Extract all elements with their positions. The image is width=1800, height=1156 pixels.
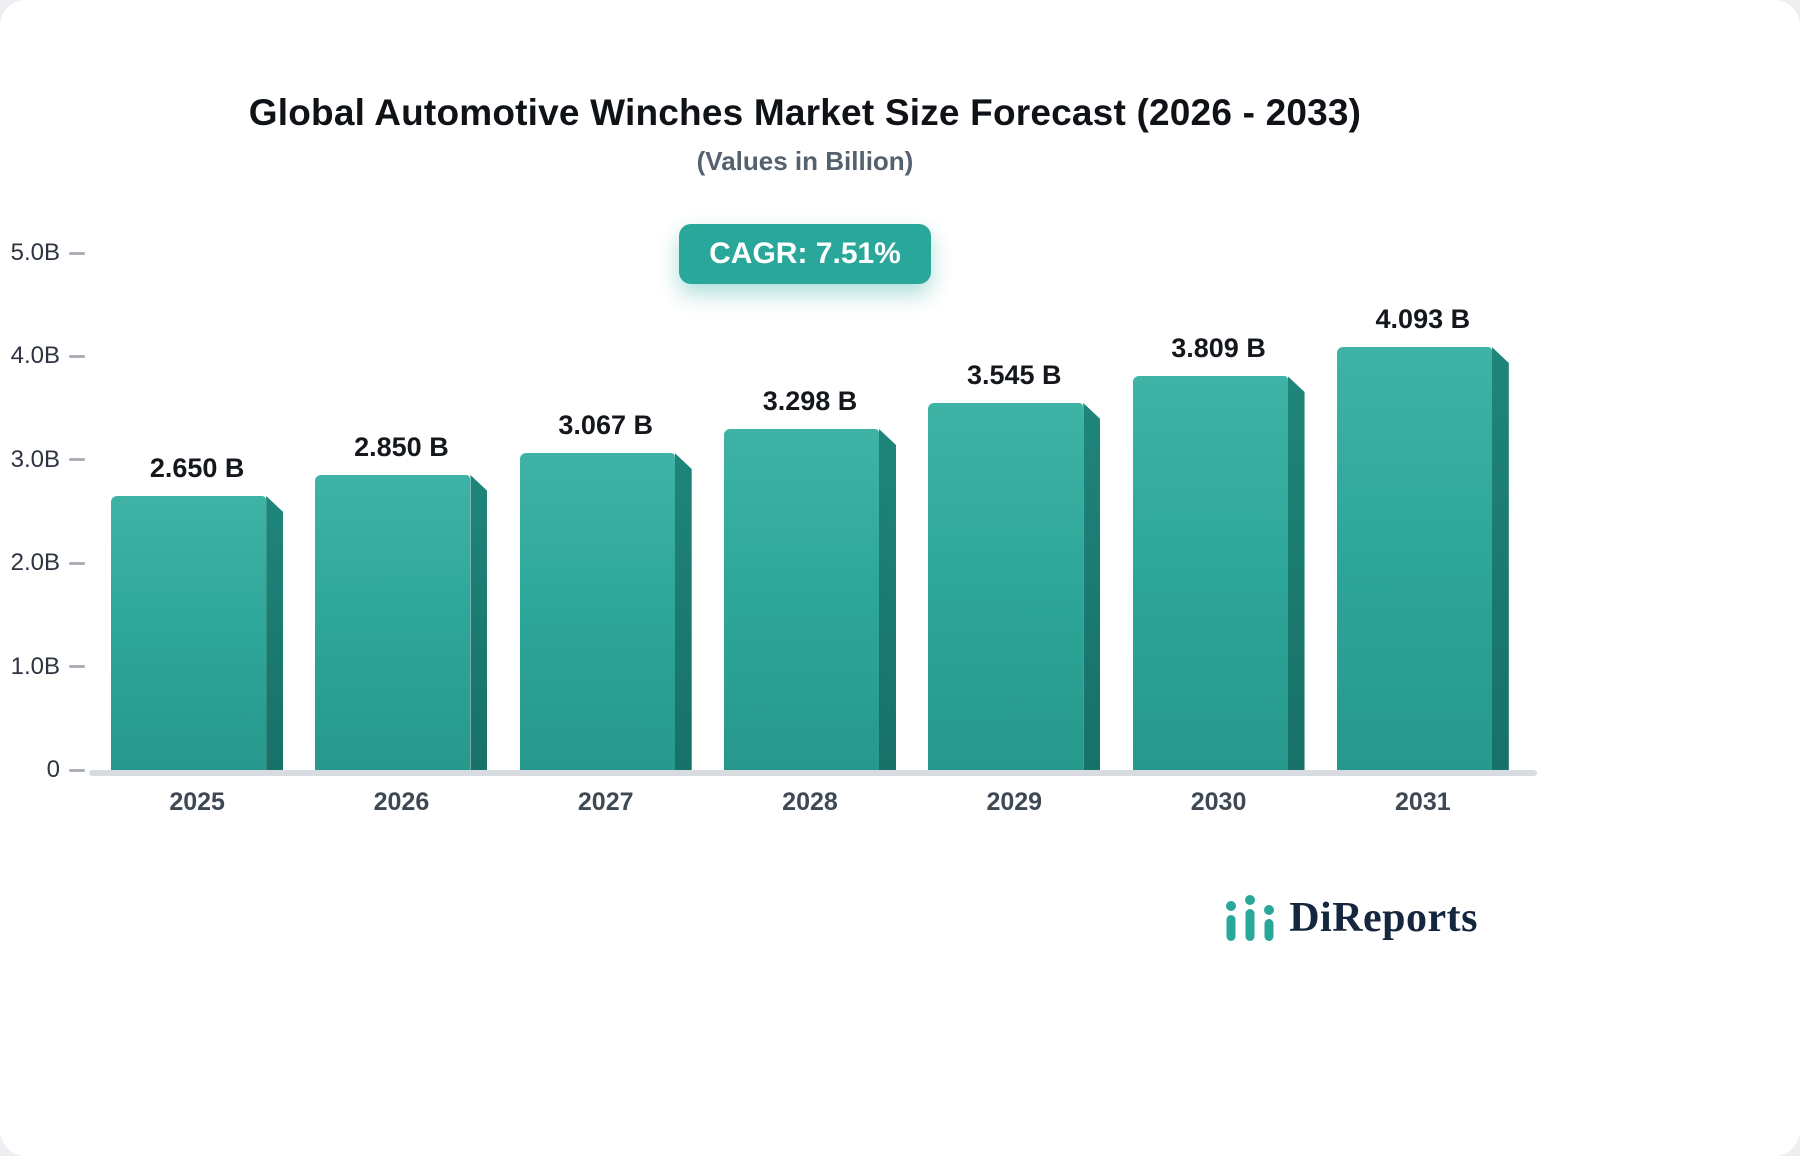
bar-slot: 3.067 B bbox=[504, 410, 708, 770]
mini-bar-chart-icon bbox=[1226, 895, 1275, 941]
x-axis-label: 2031 bbox=[1395, 788, 1451, 816]
bar-front-face bbox=[1336, 347, 1492, 770]
bar-side-face bbox=[470, 475, 488, 770]
bar-front-face bbox=[723, 429, 879, 770]
y-tick-mark bbox=[69, 251, 85, 255]
y-tick-label: 4.0B bbox=[10, 342, 60, 370]
bar-2025[interactable] bbox=[111, 496, 284, 770]
bar-front-face bbox=[519, 453, 675, 770]
x-axis-label: 2028 bbox=[782, 788, 838, 816]
chart-title: Global Automotive Winches Market Size Fo… bbox=[248, 92, 1362, 133]
y-tick: 3.0B bbox=[11, 446, 85, 474]
y-tick-mark bbox=[69, 458, 85, 462]
bar-value-label: 2.650 B bbox=[149, 453, 245, 483]
bar-value-label: 2.850 B bbox=[354, 432, 449, 462]
chart-subtitle: (Values in Billion) bbox=[696, 146, 914, 176]
y-tick-mark bbox=[69, 561, 85, 565]
y-tick-label: 3.0B bbox=[10, 445, 60, 473]
x-axis-label: 2030 bbox=[1190, 788, 1247, 816]
bar-value-label: 4.093 B bbox=[1375, 304, 1471, 334]
bar-slot: 3.809 B bbox=[1116, 333, 1320, 770]
bar-slot: 3.545 B bbox=[912, 360, 1116, 770]
y-tick-label: 1.0B bbox=[10, 652, 60, 680]
y-tick-mark bbox=[69, 768, 85, 772]
plot-area: 2.650 B 2.850 B 3.067 B 3.298 B 3.545 B 3.809… bbox=[11, 239, 1537, 783]
bar-side-face bbox=[266, 496, 284, 770]
cagr-badge: CAGR: 7.51% bbox=[679, 224, 931, 284]
bar-2031[interactable] bbox=[1336, 347, 1509, 770]
bar-value-label: 3.545 B bbox=[966, 360, 1062, 390]
bar-front-face bbox=[1132, 376, 1288, 770]
bar-slot: 3.298 B bbox=[708, 386, 912, 770]
bar-2028[interactable] bbox=[723, 429, 896, 770]
cagr-badge-wrap: CAGR: 7.51% bbox=[0, 224, 1610, 284]
bar-side-face bbox=[878, 429, 896, 770]
y-tick-mark bbox=[69, 354, 85, 358]
y-tick-label: 5.0B bbox=[10, 239, 60, 266]
bar-side-face bbox=[1287, 376, 1305, 770]
bar-value-label: 3.809 B bbox=[1171, 333, 1266, 363]
bar-2027[interactable] bbox=[519, 453, 692, 770]
brand-logo: DiReports bbox=[1223, 894, 1478, 942]
brand-logo-text: DiReports bbox=[1289, 895, 1478, 941]
bar-side-face bbox=[1083, 403, 1101, 770]
bar-front-face bbox=[111, 496, 267, 770]
bar-front-face bbox=[928, 403, 1084, 770]
y-tick-label: 2.0B bbox=[10, 549, 60, 577]
x-axis-labels: 2025 2026 2027 2028 2029 2030 2031 bbox=[95, 788, 1525, 817]
bar-value-label: 3.067 B bbox=[558, 410, 653, 440]
bars-row: 2.650 B 2.850 B 3.067 B 3.298 B 3.545 B 3.809… bbox=[95, 253, 1525, 770]
bar-slot: 2.850 B bbox=[299, 432, 503, 770]
bar-slot: 4.093 B bbox=[1321, 304, 1525, 770]
bar-2026[interactable] bbox=[315, 475, 488, 770]
bar-2030[interactable] bbox=[1132, 376, 1305, 770]
bar-front-face bbox=[315, 475, 471, 770]
bar-slot: 2.650 B bbox=[95, 453, 299, 770]
x-axis-label: 2025 bbox=[169, 788, 225, 816]
bar-2029[interactable] bbox=[928, 403, 1101, 770]
x-axis-label: 2027 bbox=[577, 788, 634, 816]
x-axis-line bbox=[89, 770, 1537, 776]
x-axis-label: 2029 bbox=[986, 788, 1043, 816]
y-tick: 2.0B bbox=[11, 549, 85, 577]
y-tick: 4.0B bbox=[11, 342, 85, 370]
y-tick: 1.0B bbox=[11, 653, 85, 681]
y-tick: 0 bbox=[47, 756, 85, 784]
bar-side-face bbox=[674, 453, 692, 770]
bar-side-face bbox=[1491, 347, 1509, 770]
y-tick-mark bbox=[69, 665, 85, 669]
y-tick-label: 0 bbox=[46, 756, 60, 783]
bar-value-label: 3.298 B bbox=[762, 386, 858, 416]
x-axis-label: 2026 bbox=[373, 788, 430, 816]
y-tick: 5.0B bbox=[11, 239, 85, 267]
